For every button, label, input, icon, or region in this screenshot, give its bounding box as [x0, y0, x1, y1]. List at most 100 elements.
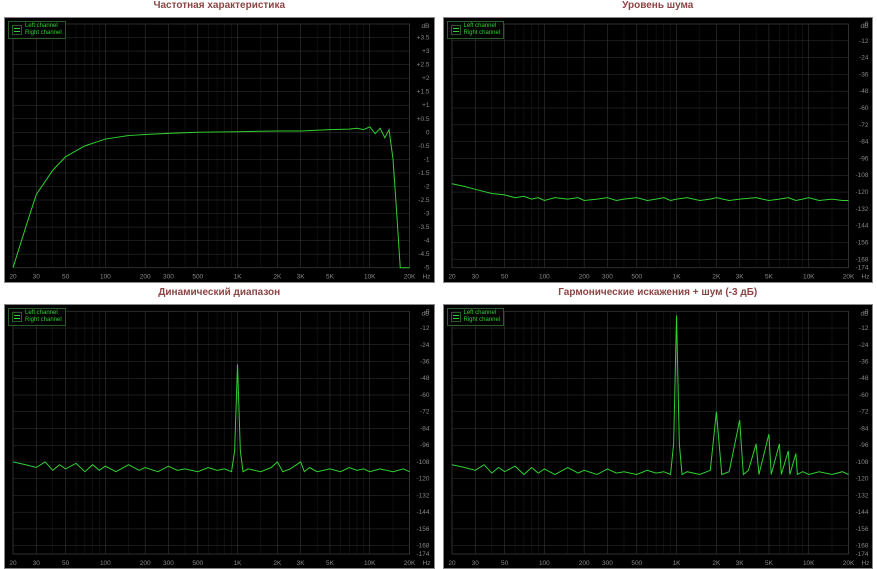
svg-text:300: 300 — [602, 274, 613, 281]
legend-box: Left channel Right channel — [8, 21, 66, 39]
svg-text:-144: -144 — [417, 509, 430, 516]
svg-text:30: 30 — [471, 274, 479, 281]
svg-text:-132: -132 — [417, 492, 430, 499]
svg-text:-3.5: -3.5 — [418, 224, 430, 231]
svg-text:-72: -72 — [859, 122, 869, 129]
svg-text:100: 100 — [100, 274, 111, 281]
svg-text:dB: dB — [422, 310, 430, 317]
svg-text:2K: 2K — [712, 274, 721, 281]
svg-text:3K: 3K — [735, 274, 744, 281]
svg-text:20: 20 — [9, 560, 17, 567]
svg-text:-168: -168 — [855, 542, 868, 549]
svg-text:50: 50 — [500, 274, 508, 281]
svg-text:-48: -48 — [859, 88, 869, 95]
svg-text:20: 20 — [448, 560, 456, 567]
svg-text:5K: 5K — [326, 274, 335, 281]
svg-text:2K: 2K — [273, 560, 282, 567]
svg-text:500: 500 — [192, 274, 203, 281]
svg-text:30: 30 — [33, 274, 41, 281]
svg-text:dB: dB — [860, 23, 868, 30]
chart-noise-level: 2030501002003005001K2K3K5K10K20KHz0-12-2… — [443, 17, 874, 283]
svg-text:200: 200 — [578, 274, 589, 281]
svg-text:-72: -72 — [420, 408, 430, 415]
svg-text:50: 50 — [62, 560, 70, 567]
svg-text:-48: -48 — [420, 375, 430, 382]
svg-text:-132: -132 — [855, 492, 868, 499]
svg-text:-1: -1 — [424, 156, 430, 163]
svg-text:2K: 2K — [712, 560, 721, 567]
svg-text:20K: 20K — [842, 274, 854, 281]
chart-title-1: Частотная характеристика — [4, 0, 435, 13]
svg-text:20K: 20K — [842, 560, 854, 567]
legend-icon — [451, 25, 461, 35]
svg-text:30: 30 — [471, 560, 479, 567]
svg-text:-120: -120 — [417, 475, 430, 482]
svg-text:-36: -36 — [859, 71, 869, 78]
svg-text:500: 500 — [192, 560, 203, 567]
svg-text:-132: -132 — [855, 206, 868, 213]
svg-text:-2: -2 — [424, 183, 430, 190]
svg-text:300: 300 — [602, 560, 613, 567]
svg-text:-4.5: -4.5 — [418, 251, 430, 258]
legend-left-label: Left channel — [25, 310, 62, 317]
svg-text:10K: 10K — [364, 560, 376, 567]
svg-text:1K: 1K — [234, 560, 243, 567]
svg-text:-12: -12 — [859, 325, 869, 332]
svg-text:-168: -168 — [417, 542, 430, 549]
svg-text:20K: 20K — [404, 560, 416, 567]
svg-text:-144: -144 — [855, 509, 868, 516]
svg-text:-36: -36 — [420, 358, 430, 365]
svg-text:500: 500 — [631, 560, 642, 567]
svg-text:-72: -72 — [859, 408, 869, 415]
svg-text:10K: 10K — [802, 274, 814, 281]
svg-text:dB: dB — [860, 310, 868, 317]
svg-text:-168: -168 — [855, 256, 868, 263]
chart-title-3: Динамический диапазон — [4, 287, 435, 300]
legend-left-label: Left channel — [25, 23, 62, 30]
svg-text:-12: -12 — [420, 325, 430, 332]
svg-text:3K: 3K — [297, 274, 306, 281]
svg-text:-120: -120 — [855, 189, 868, 196]
svg-text:+1.5: +1.5 — [417, 89, 430, 96]
svg-text:-12: -12 — [859, 38, 869, 45]
svg-text:-156: -156 — [855, 239, 868, 246]
svg-text:-2.5: -2.5 — [418, 197, 430, 204]
legend-right-label: Right channel — [464, 30, 501, 37]
svg-text:300: 300 — [163, 560, 174, 567]
svg-text:5K: 5K — [326, 560, 335, 567]
svg-text:1K: 1K — [672, 274, 681, 281]
svg-text:-174: -174 — [855, 265, 868, 272]
svg-text:-96: -96 — [859, 442, 869, 449]
svg-text:0: 0 — [426, 129, 430, 136]
svg-text:+1: +1 — [422, 102, 430, 109]
svg-text:10K: 10K — [802, 560, 814, 567]
legend-box: Left channel Right channel — [8, 308, 66, 326]
svg-text:+2: +2 — [422, 75, 430, 82]
svg-text:200: 200 — [140, 274, 151, 281]
svg-text:300: 300 — [163, 274, 174, 281]
svg-text:Hz: Hz — [423, 560, 431, 567]
svg-text:-174: -174 — [855, 551, 868, 558]
legend-box: Left channel Right channel — [447, 21, 505, 39]
svg-text:10K: 10K — [364, 274, 376, 281]
svg-text:-108: -108 — [855, 459, 868, 466]
chart-thd-noise: 2030501002003005001K2K3K5K10K20KHz0-12-2… — [443, 304, 874, 569]
svg-text:50: 50 — [62, 274, 70, 281]
svg-text:Hz: Hz — [861, 274, 869, 281]
chart-title-2: Уровень шума — [443, 0, 874, 13]
svg-text:100: 100 — [100, 560, 111, 567]
legend-icon — [12, 25, 22, 35]
chart-dynamic-range: 2030501002003005001K2K3K5K10K20KHz0-12-2… — [4, 304, 435, 569]
svg-text:-144: -144 — [855, 223, 868, 230]
svg-text:2K: 2K — [273, 274, 282, 281]
svg-text:3K: 3K — [735, 560, 744, 567]
svg-text:20: 20 — [448, 274, 456, 281]
svg-text:-60: -60 — [420, 392, 430, 399]
svg-text:-156: -156 — [855, 526, 868, 533]
svg-text:-120: -120 — [855, 475, 868, 482]
svg-text:1K: 1K — [672, 560, 681, 567]
legend-icon — [451, 312, 461, 322]
svg-text:5K: 5K — [764, 274, 773, 281]
legend-icon — [12, 312, 22, 322]
legend-box: Left channel Right channel — [447, 308, 505, 326]
